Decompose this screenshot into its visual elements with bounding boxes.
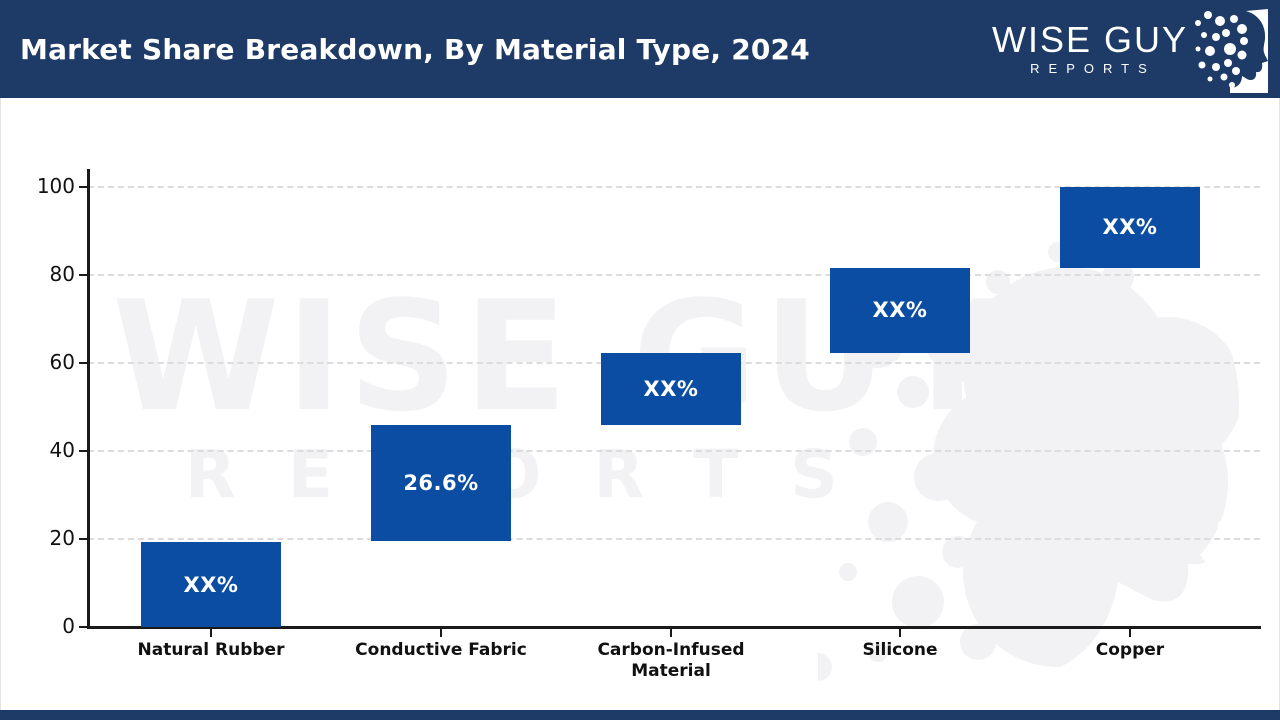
x-category-label: Natural Rubber	[137, 640, 285, 660]
gridline	[88, 538, 1260, 540]
x-category-label: Conductive Fabric	[355, 640, 527, 660]
bar-value-label: XX%	[872, 298, 928, 323]
y-tick-mark	[79, 362, 88, 364]
bar-natural-rubber: XX%	[141, 542, 281, 627]
bar-conductive-fabric: 26.6%	[371, 425, 511, 542]
x-category-label: Copper	[1095, 640, 1165, 660]
watermark-head-icon	[818, 242, 1258, 692]
y-tick-mark	[79, 274, 88, 276]
y-tick-mark	[79, 186, 88, 188]
bar-value-label: XX%	[1102, 215, 1158, 240]
gridline	[88, 186, 1260, 188]
y-tick-label: 40	[49, 438, 75, 462]
gridline	[88, 274, 1260, 276]
brand-logo: WISE GUY REPORTS	[992, 0, 1268, 98]
y-tick-label: 80	[49, 262, 75, 286]
logo-subtitle: REPORTS	[1030, 61, 1156, 76]
logo-head-icon	[1195, 9, 1268, 93]
bar-value-label: XX%	[643, 377, 699, 402]
y-axis-line	[87, 169, 90, 629]
logo-wordmark: WISE GUY	[991, 19, 1188, 60]
bar-silicone: XX%	[830, 267, 970, 353]
header-bar: Market Share Breakdown, By Material Type…	[0, 0, 1280, 98]
bar-value-label: 26.6%	[403, 471, 479, 496]
x-tick-mark	[670, 629, 672, 637]
y-tick-mark	[79, 538, 88, 540]
x-tick-mark	[899, 629, 901, 637]
bar-value-label: XX%	[183, 572, 239, 597]
y-tick-label: 60	[49, 350, 75, 374]
y-tick-mark	[79, 450, 88, 452]
bar-copper: XX%	[1060, 187, 1200, 268]
y-tick-mark	[79, 626, 88, 628]
y-tick-label: 100	[36, 174, 75, 198]
x-tick-mark	[1129, 629, 1131, 637]
y-tick-label: 20	[49, 526, 75, 550]
bar-carbon-infused-material: XX%	[601, 353, 741, 426]
gridline	[88, 450, 1260, 452]
x-tick-mark	[440, 629, 442, 637]
chart-title: Market Share Breakdown, By Material Type…	[20, 32, 810, 66]
watermark-text-reports: REPORTS	[185, 436, 890, 513]
x-axis-line	[87, 626, 1261, 629]
x-category-label: Carbon-Infused Material	[597, 640, 745, 681]
x-tick-mark	[210, 629, 212, 637]
x-category-label: Silicone	[862, 640, 938, 660]
y-tick-label: 0	[62, 614, 75, 638]
footer-bar	[0, 710, 1280, 720]
